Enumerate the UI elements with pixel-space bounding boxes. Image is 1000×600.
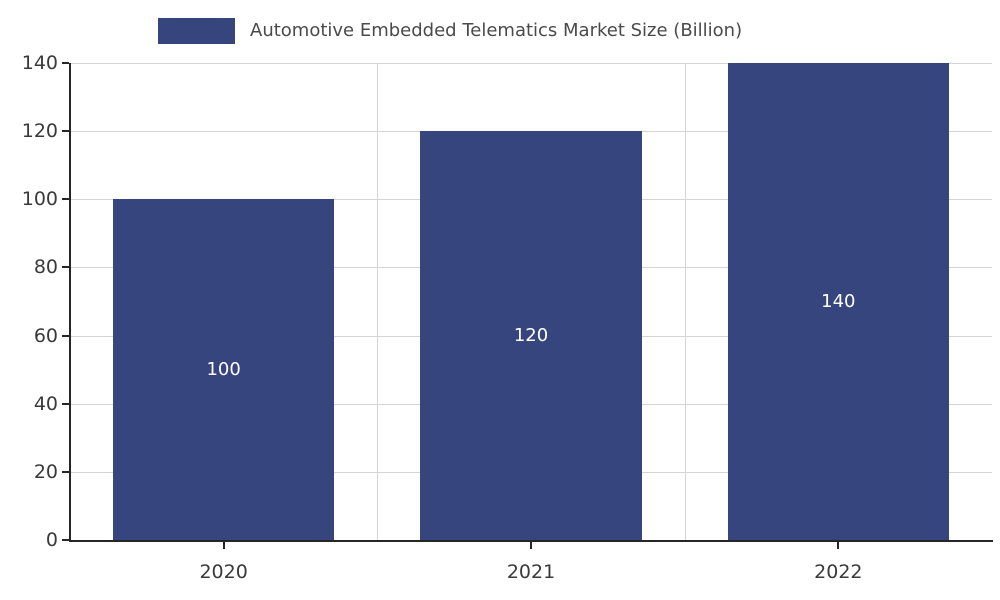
- y-tick-label: 60: [33, 324, 58, 347]
- bar: 120: [420, 131, 642, 540]
- legend: Automotive Embedded Telematics Market Si…: [158, 18, 742, 44]
- y-gridline: [70, 63, 992, 64]
- x-tick-mark: [837, 542, 840, 549]
- y-tick-label: 140: [21, 52, 58, 74]
- bar-value-label: 140: [821, 290, 856, 312]
- x-tick-label: 2022: [814, 561, 863, 583]
- y-tick-mark: [62, 130, 69, 133]
- legend-label: Automotive Embedded Telematics Market Si…: [250, 20, 743, 41]
- y-tick-mark: [62, 539, 69, 541]
- plot-area: 100 120 140: [70, 63, 992, 541]
- x-tick-label: 2021: [506, 561, 556, 583]
- y-tick-mark: [62, 334, 69, 337]
- y-tick-label: 0: [45, 529, 58, 551]
- y-tick-mark: [62, 402, 69, 405]
- bar-value-label: 120: [513, 324, 549, 346]
- x-tick-mark: [222, 542, 225, 549]
- x-tick-label: 2020: [199, 561, 248, 583]
- x-axis-spine: [69, 540, 993, 542]
- y-tick-mark: [62, 266, 69, 269]
- x-gridline: [377, 63, 379, 540]
- legend-swatch: [158, 18, 235, 44]
- x-tick-mark: [530, 542, 532, 549]
- y-tick-mark: [62, 470, 69, 473]
- y-tick-label: 80: [33, 256, 58, 279]
- bar: 100: [113, 199, 335, 540]
- y-tick-label: 100: [21, 188, 58, 211]
- bar-value-label: 100: [206, 358, 241, 380]
- y-tick-mark: [62, 62, 69, 64]
- y-tick-mark: [62, 198, 69, 201]
- y-tick-label: 40: [33, 392, 58, 415]
- y-tick-label: 20: [33, 460, 58, 483]
- x-gridline: [684, 63, 686, 540]
- bar: 140: [727, 63, 949, 540]
- y-tick-label: 120: [21, 120, 58, 143]
- y-axis-spine: [69, 63, 71, 542]
